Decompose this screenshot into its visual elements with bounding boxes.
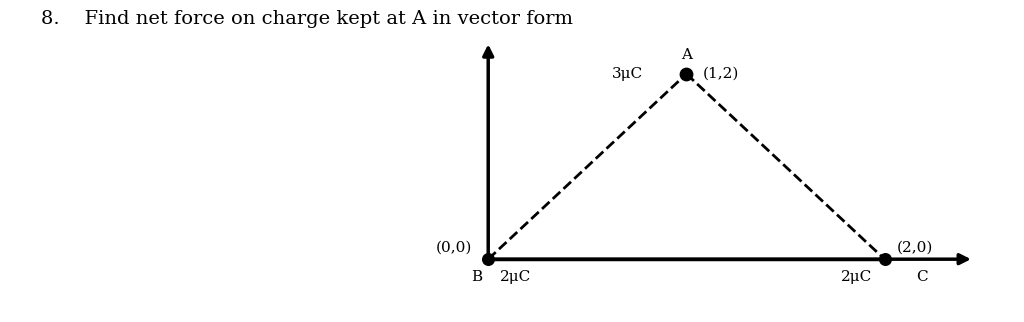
Text: (0,0): (0,0) <box>436 241 472 255</box>
Point <box>877 257 893 262</box>
Text: 2μC: 2μC <box>841 270 872 284</box>
Text: 3μC: 3μC <box>611 67 643 81</box>
Text: A: A <box>681 48 692 62</box>
Point <box>678 71 694 76</box>
Text: (2,0): (2,0) <box>896 241 933 255</box>
Text: 2μC: 2μC <box>500 270 531 284</box>
Text: 8.    Find net force on charge kept at A in vector form: 8. Find net force on charge kept at A in… <box>41 10 573 28</box>
Text: B: B <box>471 270 482 284</box>
Text: (1,2): (1,2) <box>702 67 738 81</box>
Text: C: C <box>916 270 928 284</box>
Point <box>480 257 497 262</box>
